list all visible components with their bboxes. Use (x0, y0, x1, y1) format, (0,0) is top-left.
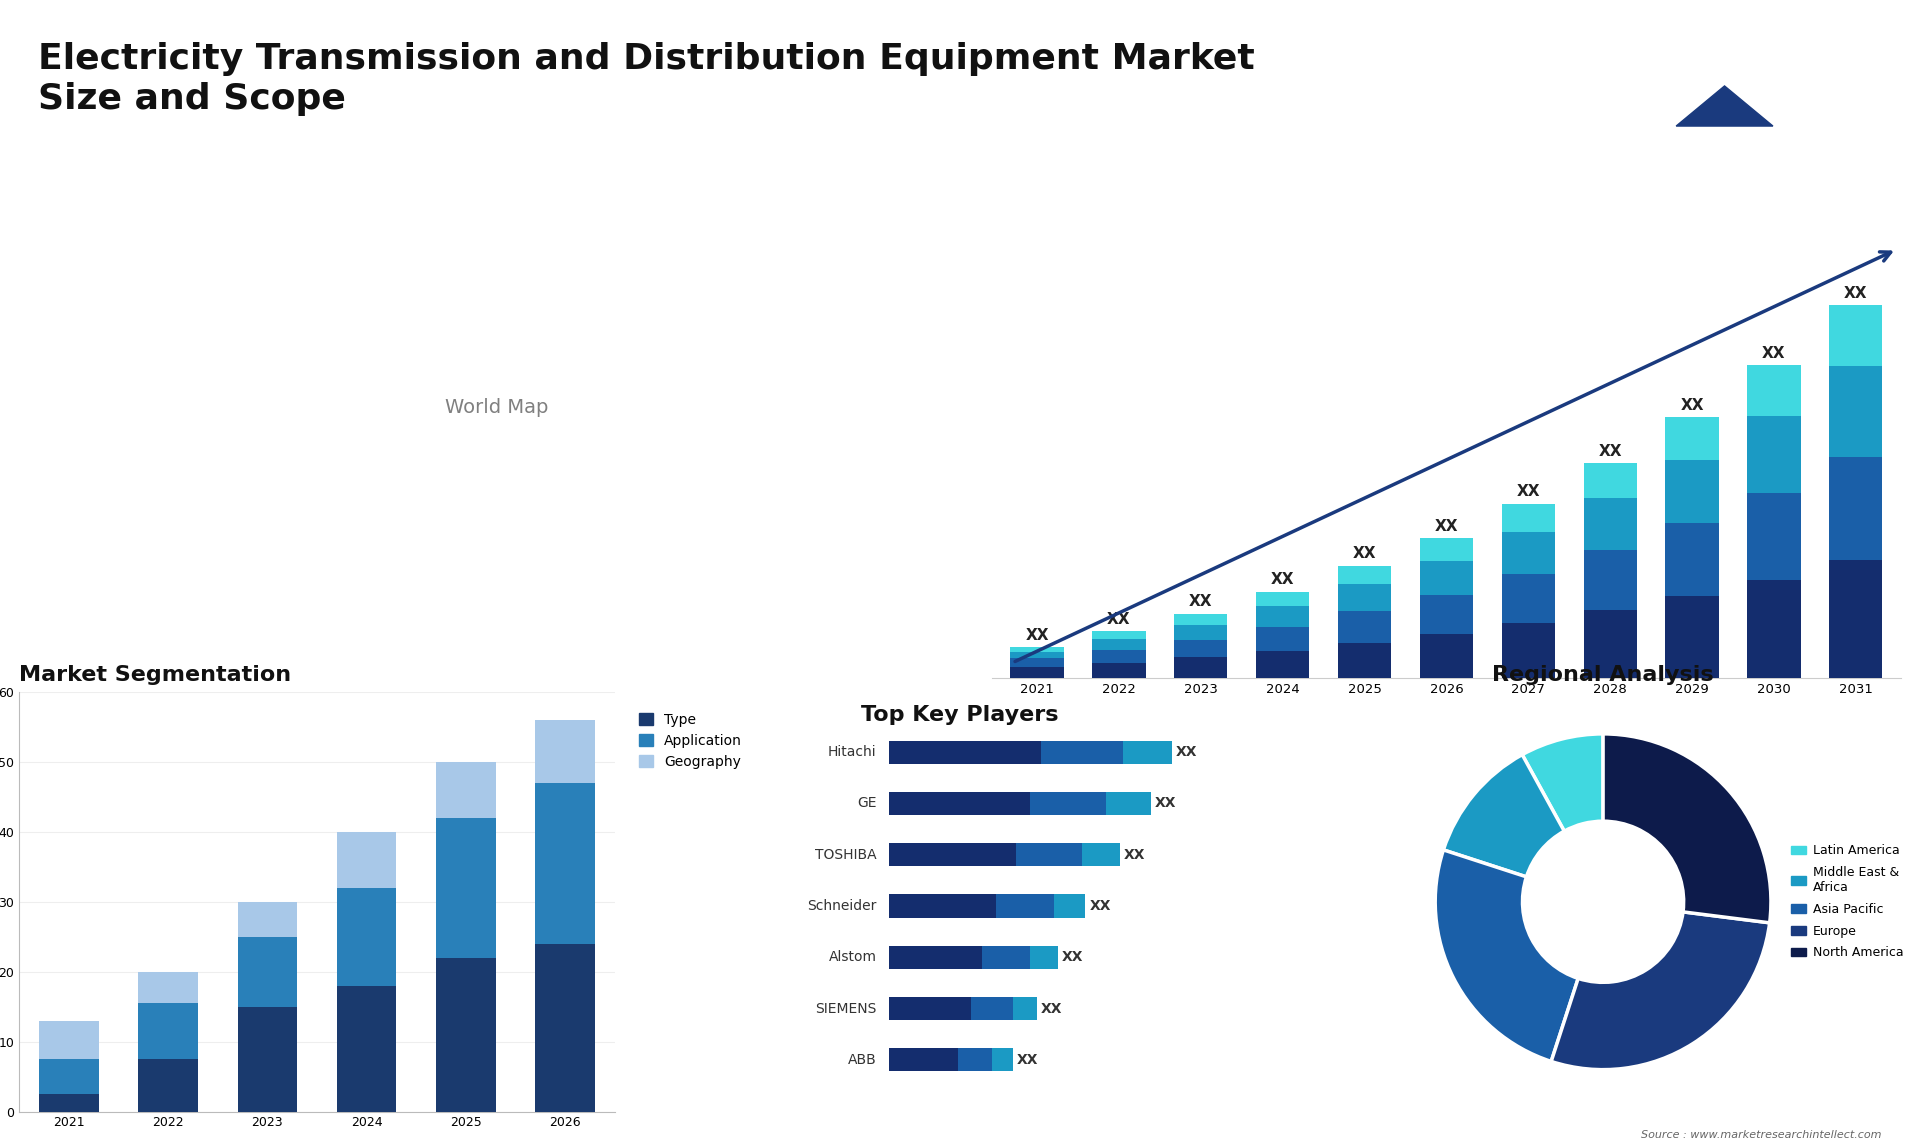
Legend: Latin America, Middle East &
Africa, Asia Pacific, Europe, North America: Latin America, Middle East & Africa, Asi… (1786, 839, 1908, 964)
Text: Top Key Players: Top Key Players (862, 705, 1058, 724)
Text: MARKET: MARKET (1791, 64, 1837, 73)
Bar (536, 944, 595, 1112)
Bar (38, 1021, 98, 1059)
Wedge shape (1523, 733, 1603, 831)
Bar (138, 972, 198, 1003)
Bar (1256, 591, 1309, 606)
Text: XX: XX (1843, 285, 1868, 301)
Bar (436, 762, 495, 818)
Text: XX: XX (1354, 547, 1377, 562)
Bar (1584, 550, 1636, 611)
Text: ABB: ABB (849, 1053, 877, 1067)
Bar (1338, 584, 1392, 612)
Bar (1175, 639, 1227, 657)
Bar (1419, 562, 1473, 595)
Text: XX: XX (1517, 485, 1540, 500)
Bar (1584, 463, 1636, 499)
Bar (1419, 635, 1473, 678)
Wedge shape (1436, 850, 1578, 1061)
Bar (1338, 643, 1392, 678)
Bar (1010, 652, 1064, 658)
Legend: Type, Application, Geography: Type, Application, Geography (634, 707, 747, 775)
Bar (1175, 657, 1227, 678)
Text: Alstom: Alstom (829, 950, 877, 964)
Polygon shape (1636, 57, 1778, 126)
Bar (1747, 580, 1801, 678)
Bar (1501, 532, 1555, 574)
Text: XX: XX (1271, 573, 1294, 588)
Bar (1256, 606, 1309, 627)
Bar (1092, 631, 1146, 638)
Bar (1175, 613, 1227, 625)
Bar (1830, 305, 1882, 367)
Text: GE: GE (856, 796, 877, 810)
Bar (1501, 503, 1555, 532)
Title: Regional Analysis: Regional Analysis (1492, 665, 1715, 685)
Polygon shape (1676, 86, 1772, 126)
Text: Market Segmentation: Market Segmentation (19, 665, 292, 685)
Bar (38, 1094, 98, 1112)
Bar (1747, 493, 1801, 580)
Bar (138, 1003, 198, 1059)
Text: Electricity Transmission and Distribution Equipment Market
Size and Scope: Electricity Transmission and Distributio… (38, 42, 1256, 116)
Bar (1584, 611, 1636, 678)
Bar (1419, 595, 1473, 635)
Bar (1175, 625, 1227, 639)
Wedge shape (1551, 912, 1770, 1069)
Wedge shape (1603, 733, 1770, 923)
Text: RESEARCH: RESEARCH (1791, 84, 1851, 93)
Text: XX: XX (1680, 398, 1703, 414)
Bar (138, 1059, 198, 1112)
Bar (1338, 566, 1392, 584)
Bar (1830, 560, 1882, 678)
Bar (238, 936, 298, 1006)
Bar (1665, 524, 1718, 596)
Bar (1501, 574, 1555, 623)
Text: XX: XX (1108, 612, 1131, 627)
Bar (336, 888, 396, 986)
Bar (1256, 651, 1309, 678)
Bar (1010, 667, 1064, 678)
Bar (436, 958, 495, 1112)
Text: Source : www.marketresearchintellect.com: Source : www.marketresearchintellect.com (1642, 1130, 1882, 1140)
Bar (436, 818, 495, 958)
Text: XX: XX (1188, 595, 1213, 610)
Bar (336, 986, 396, 1112)
Bar (1584, 499, 1636, 550)
Text: Schneider: Schneider (806, 898, 877, 913)
Bar (1010, 658, 1064, 667)
Text: World Map: World Map (445, 399, 547, 417)
Text: XX: XX (1763, 346, 1786, 361)
Bar (1830, 457, 1882, 560)
Bar (1501, 623, 1555, 678)
Text: XX: XX (1599, 444, 1622, 458)
Bar (1830, 367, 1882, 457)
Bar (1092, 662, 1146, 678)
Bar (1747, 366, 1801, 416)
Bar (1010, 647, 1064, 652)
Bar (1665, 417, 1718, 460)
Bar (38, 1059, 98, 1094)
Bar (1747, 416, 1801, 493)
Text: SIEMENS: SIEMENS (816, 1002, 877, 1015)
Text: TOSHIBA: TOSHIBA (814, 848, 877, 862)
Text: INTELLECT: INTELLECT (1791, 103, 1849, 112)
Bar (1665, 596, 1718, 678)
Text: XX: XX (1025, 628, 1048, 643)
Bar (1256, 627, 1309, 651)
Bar (536, 720, 595, 783)
Text: Hitachi: Hitachi (828, 745, 877, 759)
Wedge shape (1444, 755, 1565, 877)
Bar (238, 902, 298, 936)
Bar (1092, 638, 1146, 650)
Bar (536, 783, 595, 944)
Text: XX: XX (1434, 519, 1457, 534)
Bar (336, 832, 396, 888)
Bar (1338, 612, 1392, 643)
Bar (1092, 650, 1146, 662)
Bar (1665, 460, 1718, 524)
Bar (1419, 539, 1473, 562)
Bar (238, 1006, 298, 1112)
